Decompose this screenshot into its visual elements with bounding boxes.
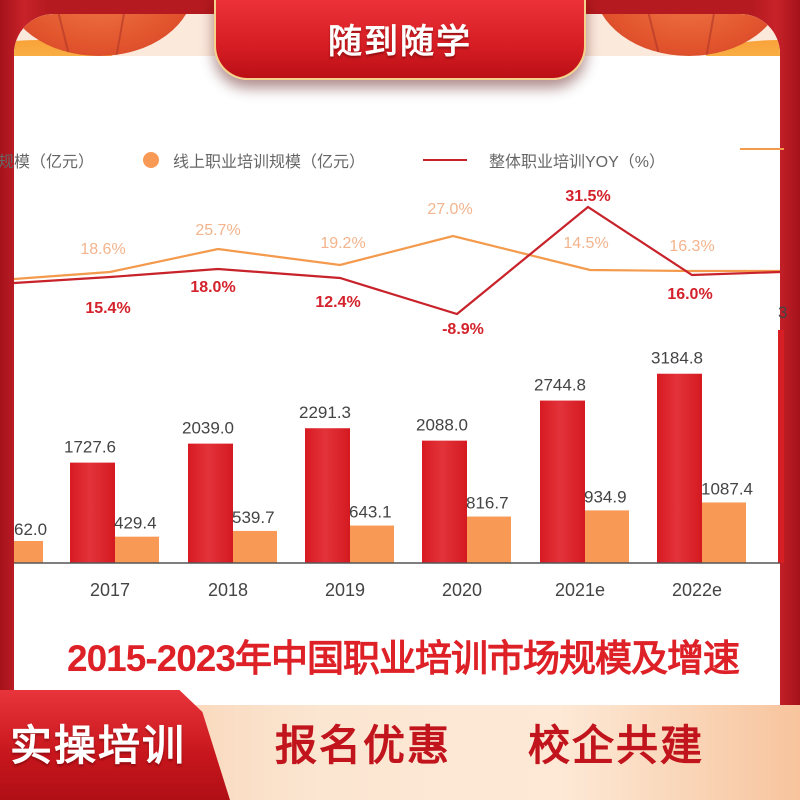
legend-item-total-size: 规模（亿元）: [0, 148, 94, 172]
label-online-yoy: 27.0%: [427, 201, 472, 218]
label-total-yoy: -8.9%: [442, 321, 484, 338]
ribbon-title: 随到随学: [328, 22, 472, 61]
legend-label: 整体职业培训YOY（%）: [489, 154, 666, 171]
label-online-yoy: 16.3%: [669, 238, 714, 255]
bar-label-total: 2039.0: [182, 419, 234, 438]
x-label-2021e: 2021e: [555, 580, 605, 600]
bar-total-2022e: [657, 373, 702, 563]
bottom-badge: [0, 690, 230, 800]
label-total-yoy: 16.0%: [667, 286, 712, 303]
label-online-yoy: 19.2%: [320, 235, 365, 252]
label-total-yoy: 15.4%: [85, 300, 130, 317]
bar-label-partial-right: 3: [778, 303, 787, 322]
top-ribbon: 随到随学: [214, 0, 586, 80]
bar-label-online: 539.7: [232, 508, 275, 527]
line-online-yoy: [13, 234, 780, 281]
legend-item-total-yoy: 整体职业培训YOY（%）: [423, 148, 665, 172]
x-label-2019: 2019: [325, 580, 365, 600]
bar-label-online: 1087.4: [701, 479, 753, 498]
x-label-2017: 2017: [90, 580, 130, 600]
label-online-yoy: 25.7%: [195, 222, 240, 239]
orange-dot-icon: [143, 152, 159, 168]
legend-item-online-yoy: [740, 148, 800, 150]
bar-total-2017: [70, 462, 115, 563]
bottom-badge-text: 实操培训: [10, 722, 187, 769]
bar-label-partial: 62.0: [14, 520, 47, 539]
bar-series: [14, 330, 784, 563]
bar-label-online: 643.1: [349, 503, 392, 522]
bar-online-2018: [233, 530, 277, 563]
bar-online-2020: [467, 516, 511, 563]
bar-total-2020: [422, 440, 467, 563]
label-total-yoy: 12.4%: [315, 294, 360, 311]
x-label-2020: 2020: [442, 580, 482, 600]
bar-label-total: 2744.8: [534, 376, 586, 395]
bar-label-total: 3184.8: [651, 349, 703, 368]
legend-label: 线上职业培训规模（亿元）: [173, 154, 366, 171]
bar-partial-left: [14, 541, 43, 563]
bar-online-2022e: [702, 502, 746, 563]
bar-partial-right: [778, 330, 784, 563]
slogan-signup-discount: 报名优惠: [275, 722, 452, 769]
bar-total-2018: [188, 443, 233, 563]
bar-online-2017: [115, 536, 159, 563]
label-online-yoy: 14.5%: [563, 235, 608, 252]
bar-online-2019: [350, 525, 394, 563]
bar-label-total: 1727.6: [64, 438, 116, 457]
line-total-yoy: [13, 205, 781, 316]
slogan-school-enterprise: 校企共建: [528, 722, 705, 769]
bar-label-online: 934.9: [584, 487, 627, 506]
legend-label: 规模（亿元）: [0, 154, 95, 171]
label-total-yoy: 31.5%: [565, 188, 610, 205]
orange-line-icon: [740, 148, 784, 150]
bar-label-total: 2088.0: [416, 416, 468, 435]
x-label-2022e: 2022e: [672, 580, 722, 600]
legend-item-online-size: 线上职业培训规模（亿元）: [143, 148, 365, 172]
panel-body: [14, 56, 780, 774]
bar-label-online: 429.4: [114, 514, 157, 533]
label-total-yoy: 18.0%: [190, 279, 235, 296]
bar-total-2021e: [540, 400, 585, 563]
x-label-2018: 2018: [208, 580, 248, 600]
red-line-icon: [423, 159, 467, 161]
bar-total-2019: [305, 428, 350, 563]
line-series: [13, 205, 781, 316]
data-labels: 62.0 1727.6 429.4 2039.0 539.7 2291.3 643.1 208…: [14, 188, 787, 539]
x-axis-labels: 2017 2018 2019 2020 2021e 2022e: [90, 580, 722, 600]
label-online-yoy: 18.6%: [80, 241, 125, 258]
chart-title: 2015-2023年中国职业培训市场规模及增速: [67, 638, 740, 679]
chart-legend: 规模（亿元） 线上职业培训规模（亿元） 整体职业培训YOY（%）: [0, 148, 800, 178]
bar-label-total: 2291.3: [299, 403, 351, 422]
content-panel: [14, 14, 780, 774]
bar-label-online: 816.7: [466, 494, 509, 513]
bar-online-2021e: [585, 510, 629, 563]
